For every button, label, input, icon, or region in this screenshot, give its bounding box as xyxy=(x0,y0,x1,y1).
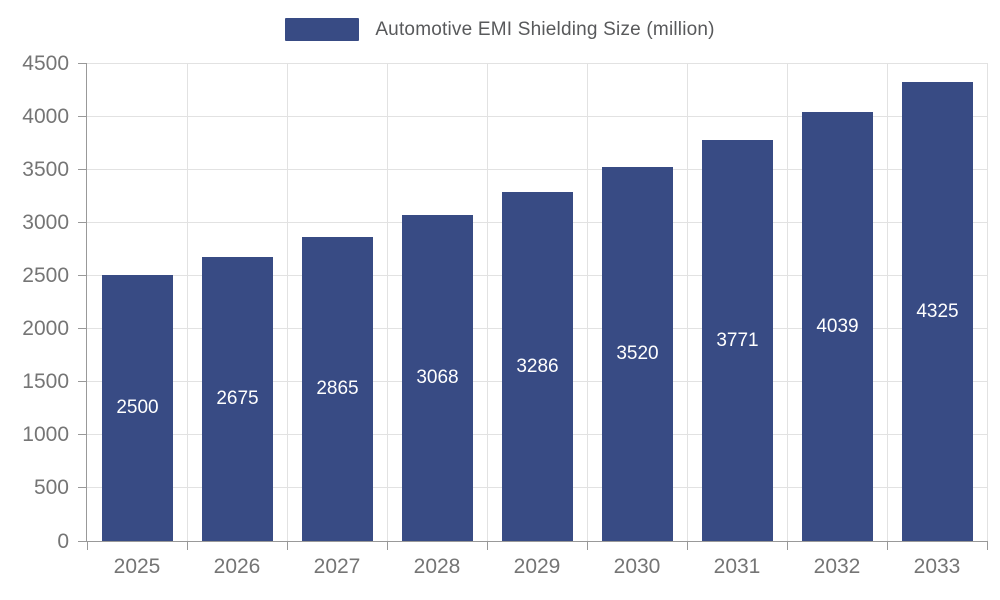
y-axis-tick xyxy=(78,221,86,223)
y-axis-tick xyxy=(78,381,86,383)
x-axis-label: 2030 xyxy=(613,555,661,578)
legend-label: Automotive EMI Shielding Size (million) xyxy=(375,18,715,40)
y-axis-tick xyxy=(78,540,86,542)
y-axis-tick xyxy=(78,168,86,170)
bar: 3520 xyxy=(602,167,673,541)
y-axis-label: 4000 xyxy=(22,104,69,128)
grid-line-horizontal xyxy=(87,168,987,170)
grid-line-vertical xyxy=(486,63,488,541)
x-axis-label: 2028 xyxy=(413,555,461,578)
bar: 3286 xyxy=(502,192,573,541)
grid-line-vertical xyxy=(586,63,588,541)
x-axis-label: 2032 xyxy=(813,555,861,578)
bar-value-label: 2500 xyxy=(116,397,159,418)
y-axis-tick xyxy=(78,487,86,489)
x-axis-tick xyxy=(86,542,88,550)
bar: 2675 xyxy=(202,257,273,541)
y-axis-label: 1000 xyxy=(22,423,69,447)
x-axis-label: 2027 xyxy=(313,555,361,578)
y-axis-tick xyxy=(78,328,86,330)
x-axis-tick xyxy=(886,542,888,550)
grid-line-vertical xyxy=(186,63,188,541)
grid-line-vertical xyxy=(286,63,288,541)
x-axis-tick xyxy=(386,542,388,550)
x-axis-tick xyxy=(486,542,488,550)
y-axis-tick xyxy=(78,115,86,117)
plot-area: 0 500 1000 1500 2000 2500 3000 3500 4000 4500 2500… xyxy=(22,53,988,578)
x-axis-tick xyxy=(286,542,288,550)
y-axis-label: 500 xyxy=(33,476,69,500)
grid-line-horizontal xyxy=(87,115,987,117)
x-axis-label: 2025 xyxy=(113,555,161,578)
grid-line-horizontal xyxy=(87,62,987,64)
bar-value-label: 3520 xyxy=(616,343,659,364)
y-axis-label: 4500 xyxy=(22,51,69,75)
x-axis-label: 2031 xyxy=(713,555,761,578)
x-axis-tick xyxy=(786,542,788,550)
x-axis-tick xyxy=(586,542,588,550)
grid-line-vertical xyxy=(386,63,388,541)
grid-line-vertical xyxy=(986,63,988,541)
y-axis-line xyxy=(86,63,87,542)
bar-value-label: 3771 xyxy=(716,329,759,351)
bar: 3068 xyxy=(402,215,473,541)
y-axis-tick xyxy=(78,62,86,64)
x-axis-label: 2029 xyxy=(513,555,561,578)
bar-value-label: 3286 xyxy=(516,355,559,377)
x-axis-tick xyxy=(986,542,988,550)
x-axis-label: 2026 xyxy=(213,555,261,578)
y-axis-label: 0 xyxy=(57,529,69,553)
bar-value-label: 2675 xyxy=(216,388,259,409)
x-axis-label: 2033 xyxy=(913,555,961,578)
bar: 4039 xyxy=(802,112,873,541)
bar: 2500 xyxy=(102,275,173,541)
y-axis-label: 3500 xyxy=(22,157,69,181)
grid-line-vertical xyxy=(786,63,788,541)
y-axis-tick xyxy=(78,434,86,436)
chart-legend[interactable]: Automotive EMI Shielding Size (million) xyxy=(0,18,1000,41)
x-axis-line xyxy=(86,541,988,542)
x-axis-tick xyxy=(686,542,688,550)
bar-value-label: 3068 xyxy=(416,367,459,388)
bar-value-label: 2865 xyxy=(316,378,359,399)
bar: 3771 xyxy=(702,140,773,541)
grid-line-vertical xyxy=(686,63,688,541)
bar-value-label: 4325 xyxy=(916,300,959,322)
y-axis-label: 2500 xyxy=(22,263,69,287)
y-axis-label: 2000 xyxy=(22,317,69,341)
y-axis-label: 1500 xyxy=(22,370,69,394)
bar-value-label: 4039 xyxy=(816,315,859,337)
bar: 4325 xyxy=(902,82,973,541)
y-axis-tick xyxy=(78,274,86,276)
x-axis-tick xyxy=(186,542,188,550)
bar: 2865 xyxy=(302,237,373,541)
grid-line-vertical xyxy=(886,63,888,541)
legend-swatch-icon xyxy=(285,18,360,41)
y-axis-label: 3000 xyxy=(22,210,69,234)
